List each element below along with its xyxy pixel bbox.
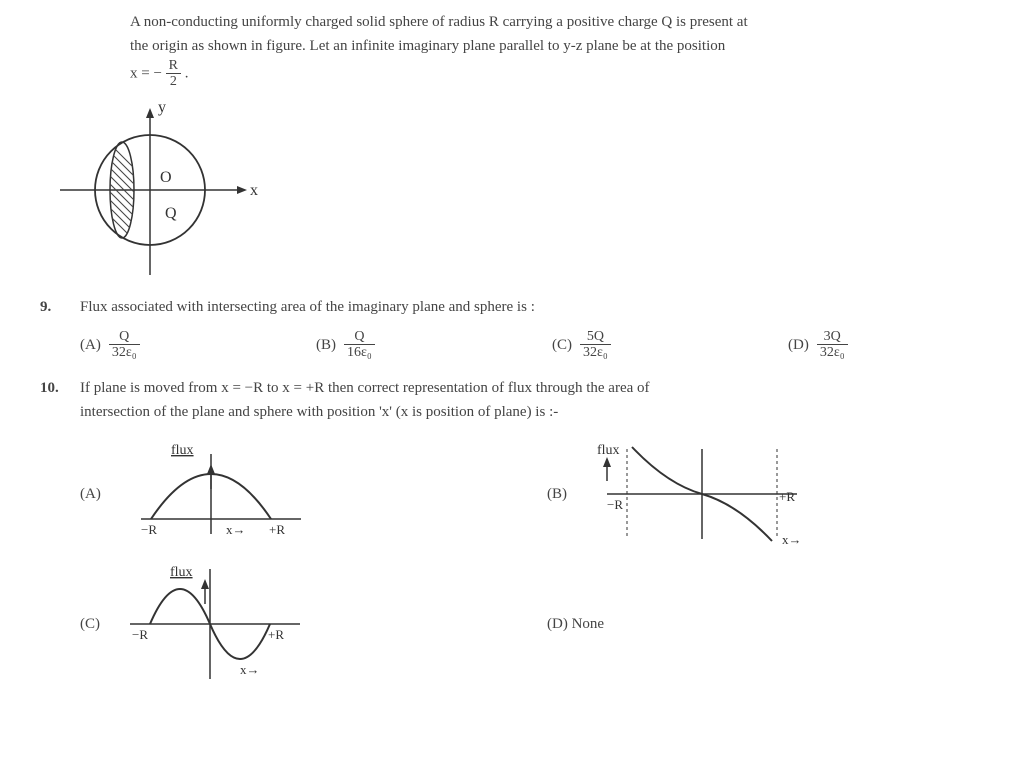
svg-text:x→: x→: [240, 662, 260, 677]
graph-a: flux −R +R x→: [111, 439, 311, 549]
q10-option-d: (D) None: [547, 612, 984, 636]
y-axis-label: y: [158, 100, 166, 116]
sphere-diagram: y x O Q: [40, 100, 260, 280]
q9-option-c: (C) 5Q 32ε₀: [552, 329, 748, 361]
q9-option-b: (B) Q 16ε₀: [316, 329, 512, 361]
q10-option-a: (A) flux −R +R x→: [80, 439, 517, 549]
svg-text:flux: flux: [171, 443, 194, 458]
x-axis-label: x: [250, 182, 258, 199]
q10-text: If plane is moved from x = −R to x = +R …: [80, 376, 984, 424]
q10-number: 10.: [40, 376, 80, 424]
svg-text:−R: −R: [607, 497, 623, 512]
intro-fraction: R 2: [166, 58, 181, 90]
svg-text:flux: flux: [170, 565, 193, 580]
svg-text:flux: flux: [597, 443, 620, 458]
svg-text:−R: −R: [132, 627, 148, 642]
q9-option-a: (A) Q 32ε₀: [80, 329, 276, 361]
q9-option-d: (D) 3Q 32ε₀: [788, 329, 984, 361]
svg-text:+R: +R: [268, 627, 284, 642]
svg-text:x→: x→: [782, 532, 802, 547]
q9-options: (A) Q 32ε₀ (B) Q 16ε₀ (C) 5Q 32ε₀ (D) 3Q…: [80, 329, 984, 361]
q10-option-c: (C) flux −R +R x→: [80, 564, 517, 684]
q10-option-b: (B) flux −R +R x→: [547, 439, 984, 549]
main-figure: y x O Q: [40, 100, 984, 280]
q9-text: Flux associated with intersecting area o…: [80, 295, 984, 319]
svg-text:x→: x→: [226, 522, 246, 537]
origin-label: O: [160, 169, 172, 186]
graph-c: flux −R +R x→: [110, 564, 310, 684]
svg-text:−R: −R: [141, 522, 157, 537]
intro-eq-left: x = −: [130, 65, 162, 81]
problem-intro: A non-conducting uniformly charged solid…: [130, 10, 984, 90]
intro-line1: A non-conducting uniformly charged solid…: [130, 14, 748, 30]
charge-label: Q: [165, 205, 177, 222]
svg-text:+R: +R: [269, 522, 285, 537]
graph-b: flux −R +R x→: [577, 439, 817, 549]
question-9: 9. Flux associated with intersecting are…: [40, 295, 984, 319]
svg-text:+R: +R: [779, 489, 795, 504]
intro-eq-right: .: [185, 65, 189, 81]
q10-options: (A) flux −R +R x→ (B) flux: [80, 439, 984, 684]
question-10: 10. If plane is moved from x = −R to x =…: [40, 376, 984, 424]
q9-number: 9.: [40, 295, 80, 319]
intro-line2: the origin as shown in figure. Let an in…: [130, 38, 725, 54]
